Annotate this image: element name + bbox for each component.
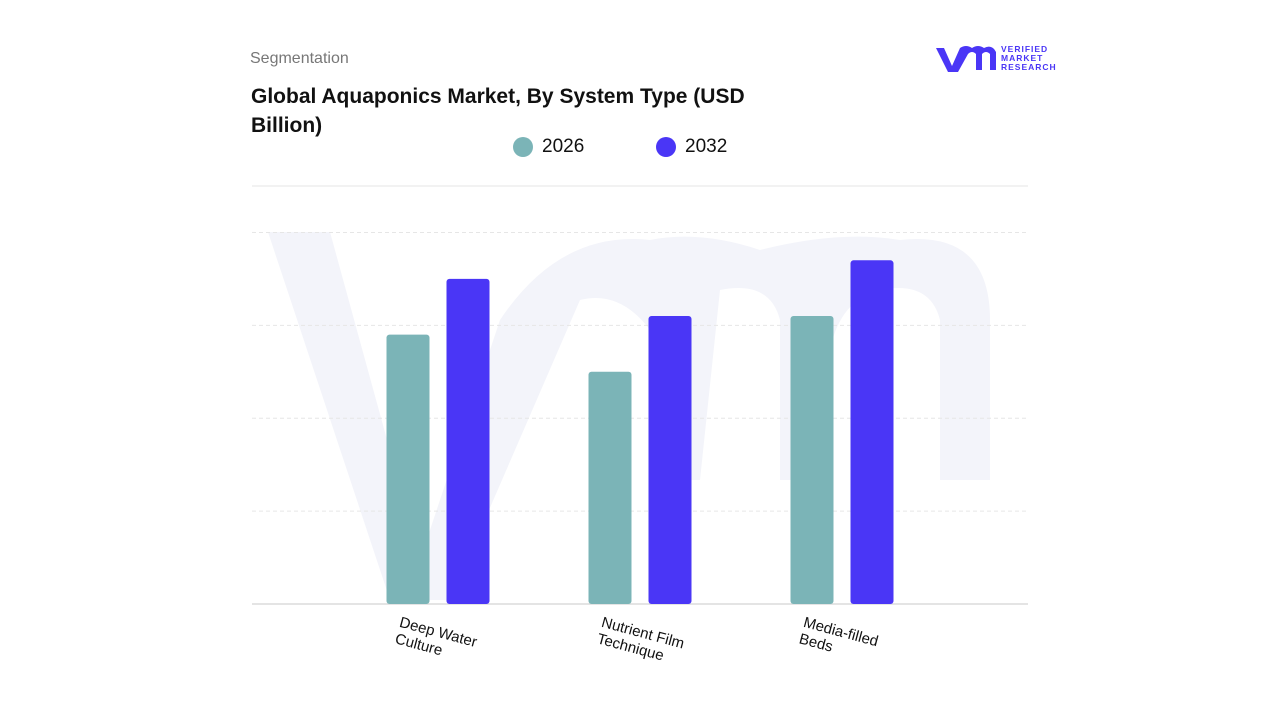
chart-title: Global Aquaponics Market, By System Type… — [251, 85, 745, 137]
legend-label: 2026 — [542, 136, 585, 157]
bar — [790, 316, 834, 604]
logo-line: VERIFIED — [1001, 44, 1049, 54]
logo-line: RESEARCH — [1001, 62, 1057, 72]
bar — [588, 371, 632, 604]
bar — [648, 316, 692, 604]
logo-text: VERIFIED MARKET RESEARCH — [1001, 45, 1057, 72]
logo-mark — [936, 46, 996, 72]
bar — [446, 278, 490, 604]
bar — [386, 334, 430, 604]
legend-label: 2032 — [685, 136, 728, 157]
legend-swatch — [513, 137, 533, 157]
legend-swatch — [656, 137, 676, 157]
bar — [850, 260, 894, 604]
logo-line: MARKET — [1001, 53, 1044, 63]
section-label: Segmentation — [250, 50, 349, 67]
